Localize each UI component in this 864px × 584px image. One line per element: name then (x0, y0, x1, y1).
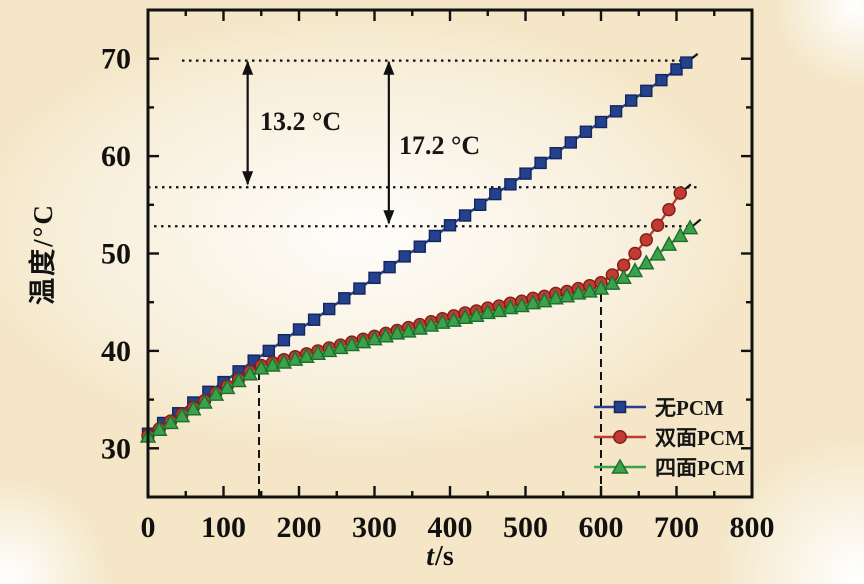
legend-item-four-side-pcm: 四面PCM (592, 452, 745, 482)
legend-label-no-pcm: 无PCM (655, 396, 724, 420)
y-tick-label: 60 (101, 140, 131, 173)
legend-item-no-pcm: 无PCM (592, 392, 745, 422)
legend-label-double-side-pcm: 双面PCM (655, 426, 745, 450)
x-tick-label: 200 (277, 511, 322, 544)
y-tick-label: 30 (101, 432, 131, 465)
x-tick-label: 600 (579, 511, 624, 544)
double-arrow-icon (242, 60, 254, 186)
x-tick-label: 400 (428, 511, 473, 544)
y-tick-label: 70 (101, 43, 131, 76)
y-axis-title: 温度/°C (28, 203, 58, 305)
x-tick-label: 0 (141, 511, 156, 544)
y-tick-label: 50 (101, 238, 131, 271)
legend: 无PCM 双面PCM 四面PCM (592, 392, 745, 482)
annotation-delta-17-2: 17.2 °C (399, 131, 481, 160)
legend-circle-marker-icon (594, 430, 646, 444)
double-arrow-icon (383, 60, 395, 225)
legend-label-four-side-pcm: 四面PCM (655, 456, 745, 480)
x-axis-variable: t (426, 541, 435, 572)
x-axis-title: t/s (398, 541, 482, 573)
x-tick-label: 300 (352, 511, 397, 544)
x-tick-label: 700 (654, 511, 699, 544)
x-tick-label: 100 (201, 511, 246, 544)
x-tick-label: 800 (730, 511, 775, 544)
annotation-delta-13-2: 13.2 °C (260, 107, 342, 136)
x-tick-label: 500 (503, 511, 548, 544)
y-tick-label: 40 (101, 335, 131, 368)
x-axis-unit: /s (435, 541, 454, 572)
legend-square-marker-icon (594, 400, 646, 414)
series-four-side-pcm (139, 219, 699, 443)
legend-triangle-marker-icon (594, 458, 646, 474)
legend-item-double-side-pcm: 双面PCM (592, 422, 745, 452)
